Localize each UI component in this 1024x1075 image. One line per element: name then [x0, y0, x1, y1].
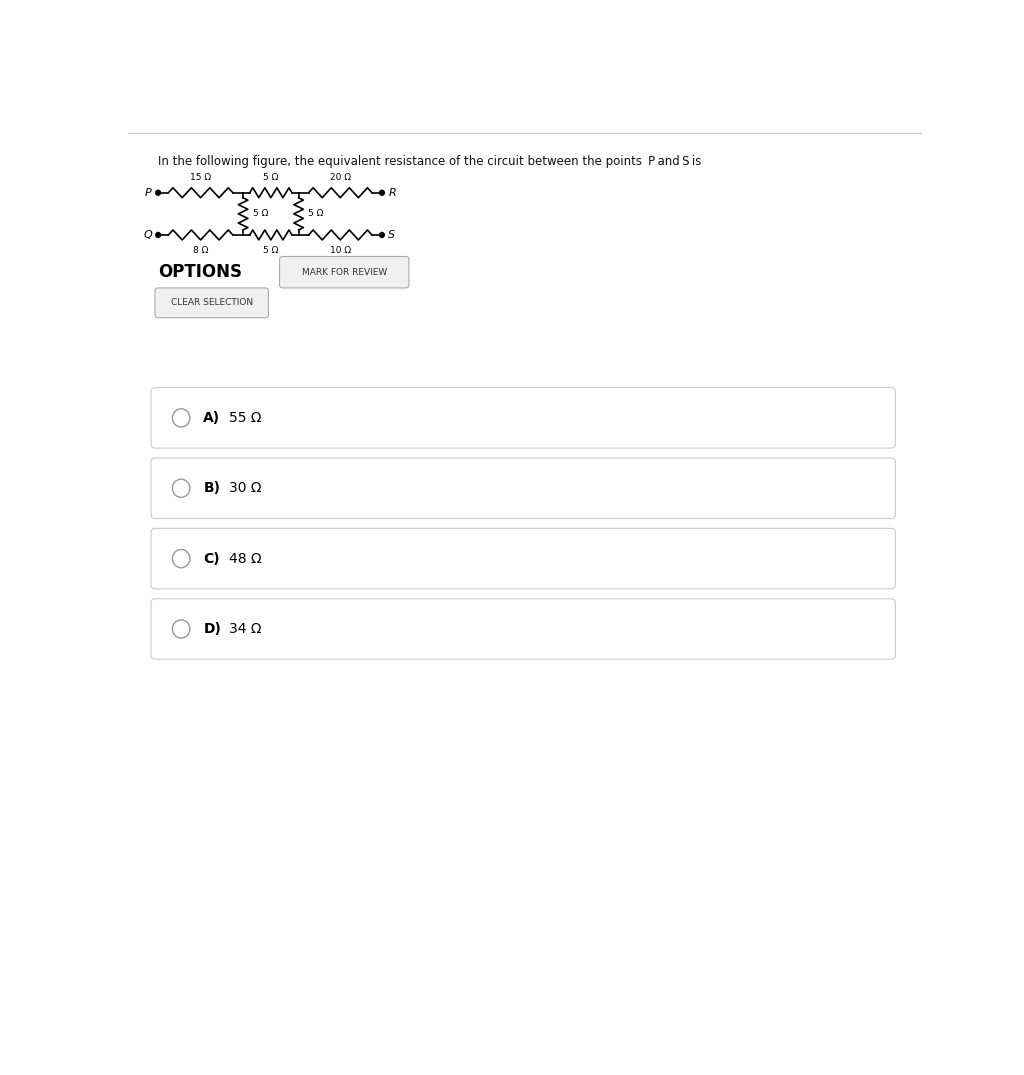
FancyBboxPatch shape: [151, 599, 895, 659]
Text: In the following figure, the equivalent resistance of the circuit between the po: In the following figure, the equivalent …: [158, 155, 701, 168]
Text: 34 Ω: 34 Ω: [228, 622, 261, 636]
Text: 5 Ω: 5 Ω: [253, 210, 268, 218]
Text: 5 Ω: 5 Ω: [263, 173, 279, 182]
Text: C): C): [204, 551, 220, 565]
Text: 10 Ω: 10 Ω: [330, 246, 351, 255]
FancyBboxPatch shape: [280, 257, 409, 288]
Text: B): B): [204, 482, 220, 496]
Circle shape: [172, 408, 189, 427]
Text: 5 Ω: 5 Ω: [263, 246, 279, 255]
Circle shape: [172, 549, 189, 568]
Text: R: R: [388, 188, 396, 198]
Text: A): A): [204, 411, 220, 425]
Text: CLEAR SELECTION: CLEAR SELECTION: [171, 299, 253, 307]
Circle shape: [380, 232, 384, 238]
Text: 48 Ω: 48 Ω: [228, 551, 261, 565]
Text: 20 Ω: 20 Ω: [330, 173, 351, 182]
Text: S: S: [388, 230, 395, 240]
Text: 55 Ω: 55 Ω: [228, 411, 261, 425]
Circle shape: [156, 232, 161, 238]
Text: 5 Ω: 5 Ω: [308, 210, 324, 218]
Text: P: P: [145, 188, 152, 198]
Circle shape: [380, 190, 384, 196]
Circle shape: [172, 479, 189, 498]
Text: 30 Ω: 30 Ω: [228, 482, 261, 496]
Text: OPTIONS: OPTIONS: [158, 263, 242, 282]
FancyBboxPatch shape: [151, 529, 895, 589]
Text: 15 Ω: 15 Ω: [190, 173, 211, 182]
FancyBboxPatch shape: [151, 458, 895, 518]
Circle shape: [172, 620, 189, 639]
FancyBboxPatch shape: [155, 288, 268, 318]
Text: MARK FOR REVIEW: MARK FOR REVIEW: [302, 268, 387, 276]
Circle shape: [156, 190, 161, 196]
FancyBboxPatch shape: [151, 388, 895, 448]
Text: Q: Q: [143, 230, 152, 240]
Text: 8 Ω: 8 Ω: [193, 246, 208, 255]
Text: D): D): [204, 622, 221, 636]
